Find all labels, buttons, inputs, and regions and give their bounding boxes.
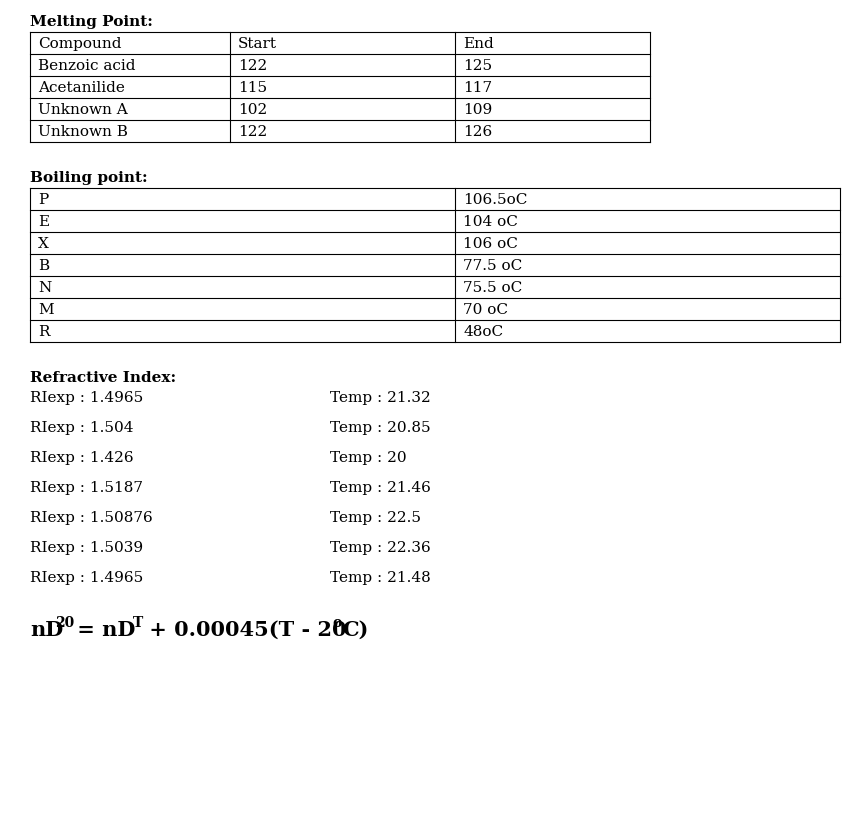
Text: Temp : 22.36: Temp : 22.36 (330, 541, 431, 554)
Text: N: N (38, 281, 51, 295)
Text: RIexp : 1.4965: RIexp : 1.4965 (30, 570, 143, 584)
Text: 104 oC: 104 oC (463, 215, 518, 229)
Text: 106 oC: 106 oC (463, 237, 518, 251)
Text: RIexp : 1.504: RIexp : 1.504 (30, 420, 134, 434)
Text: 109: 109 (463, 103, 492, 117)
Text: RIexp : 1.426: RIexp : 1.426 (30, 450, 134, 464)
Text: 122: 122 (238, 59, 267, 73)
Text: nD: nD (30, 619, 63, 639)
Text: End: End (463, 37, 493, 51)
Text: o: o (332, 615, 342, 629)
Text: Temp : 21.32: Temp : 21.32 (330, 391, 431, 405)
Text: Unknown A: Unknown A (38, 103, 127, 117)
Text: 20: 20 (55, 615, 75, 629)
Text: 106.5oC: 106.5oC (463, 192, 527, 206)
Text: 77.5 oC: 77.5 oC (463, 259, 522, 273)
Text: B: B (38, 259, 49, 273)
Text: = nD: = nD (70, 619, 135, 639)
Text: Start: Start (238, 37, 277, 51)
Text: 115: 115 (238, 81, 267, 95)
Text: 48oC: 48oC (463, 324, 503, 338)
Text: Unknown B: Unknown B (38, 124, 127, 139)
Text: RIexp : 1.50876: RIexp : 1.50876 (30, 510, 153, 524)
Text: C): C) (342, 619, 368, 639)
Text: RIexp : 1.5187: RIexp : 1.5187 (30, 481, 143, 495)
Text: Melting Point:: Melting Point: (30, 15, 153, 29)
Text: R: R (38, 324, 49, 338)
Text: RIexp : 1.4965: RIexp : 1.4965 (30, 391, 143, 405)
Text: + 0.00045(T - 20: + 0.00045(T - 20 (142, 619, 347, 639)
Text: Boiling point:: Boiling point: (30, 171, 147, 185)
Text: 70 oC: 70 oC (463, 303, 508, 317)
Text: 102: 102 (238, 103, 267, 117)
Text: 126: 126 (463, 124, 492, 139)
Text: Acetanilide: Acetanilide (38, 81, 125, 95)
Text: Refractive Index:: Refractive Index: (30, 370, 176, 385)
Text: E: E (38, 215, 49, 229)
Text: T: T (133, 615, 143, 629)
Text: 122: 122 (238, 124, 267, 139)
Text: Compound: Compound (38, 37, 121, 51)
Text: Temp : 21.48: Temp : 21.48 (330, 570, 431, 584)
Text: 117: 117 (463, 81, 492, 95)
Text: 75.5 oC: 75.5 oC (463, 281, 522, 295)
Text: Temp : 21.46: Temp : 21.46 (330, 481, 431, 495)
Text: M: M (38, 303, 54, 317)
Text: Temp : 22.5: Temp : 22.5 (330, 510, 421, 524)
Text: Temp : 20: Temp : 20 (330, 450, 407, 464)
Text: Temp : 20.85: Temp : 20.85 (330, 420, 431, 434)
Text: X: X (38, 237, 49, 251)
Text: 125: 125 (463, 59, 492, 73)
Text: P: P (38, 192, 49, 206)
Text: Benzoic acid: Benzoic acid (38, 59, 135, 73)
Text: RIexp : 1.5039: RIexp : 1.5039 (30, 541, 143, 554)
